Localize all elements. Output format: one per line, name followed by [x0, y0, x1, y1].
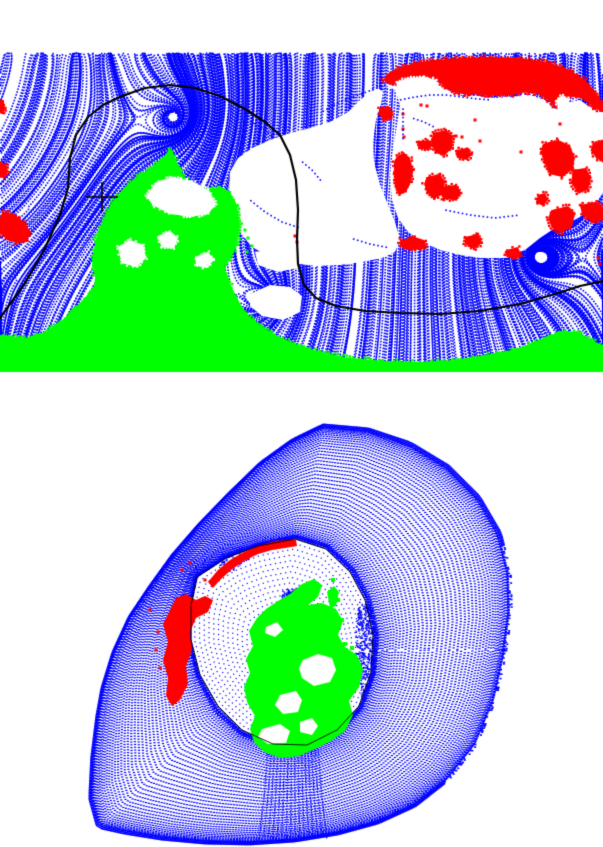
- phase-portrait-canvas: [0, 0, 603, 847]
- figure: Flat 2D parameterization of a torus flow…: [0, 0, 603, 847]
